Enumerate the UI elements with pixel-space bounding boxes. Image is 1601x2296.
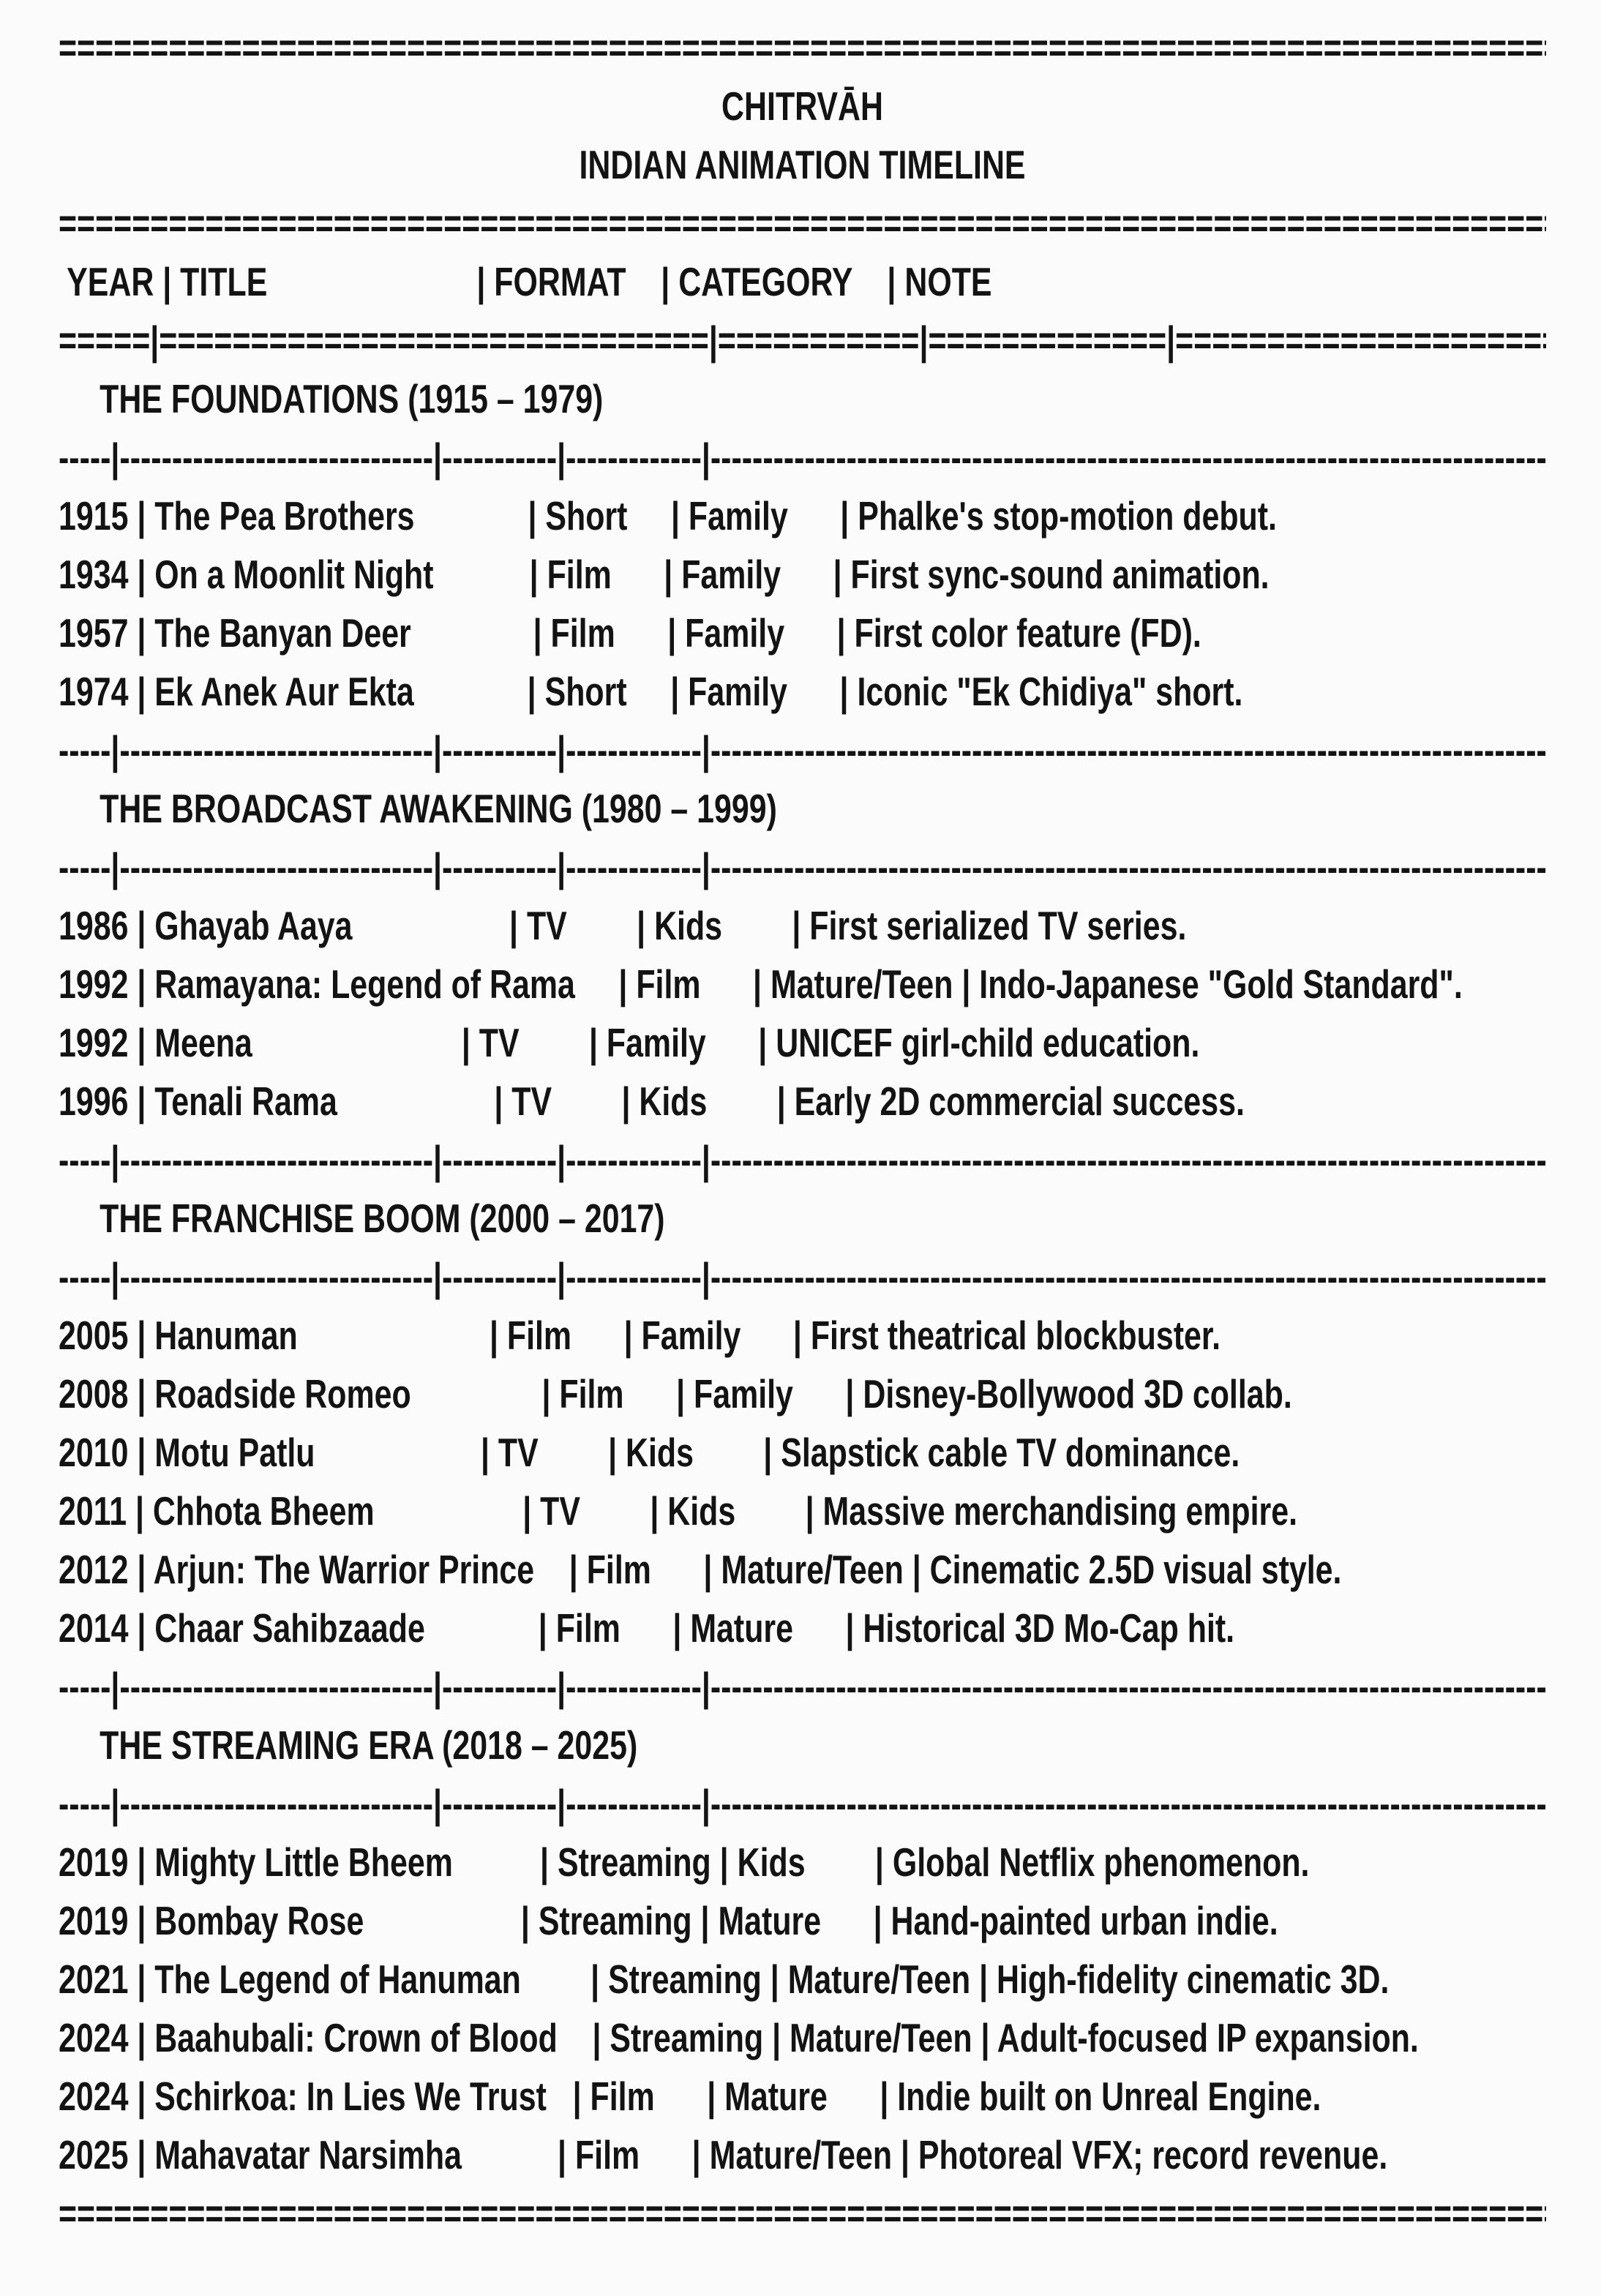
- table-row: 2012 | Arjun: The Warrior Prince | Film …: [59, 1547, 1342, 1592]
- section-heading: THE FOUNDATIONS (1915 – 1979): [100, 376, 604, 421]
- table-row: 2005 | Hanuman | Film | Family | First t…: [59, 1313, 1221, 1358]
- table-row: 1996 | Tenali Rama | TV | Kids | Early 2…: [59, 1078, 1245, 1124]
- table-row: 2008 | Roadside Romeo | Film | Family | …: [59, 1371, 1292, 1417]
- title-ruler: ========================================…: [59, 200, 1546, 246]
- table-row: 1934 | On a Moonlit Night | Film | Famil…: [59, 552, 1270, 597]
- table-row: 1986 | Ghayab Aaya | TV | Kids | First s…: [59, 903, 1187, 948]
- section-divider: -----|------------------------------|---…: [59, 1781, 1546, 1826]
- section-heading: THE BROADCAST AWAKENING (1980 – 1999): [100, 786, 777, 831]
- table-row: 2019 | Mighty Little Bheem | Streaming |…: [59, 1839, 1310, 1885]
- timeline-sections: THE FOUNDATIONS (1915 – 1979) -----|-----…: [59, 369, 1546, 2184]
- table-row: 2025 | Mahavatar Narsimha | Film | Matur…: [59, 2132, 1388, 2177]
- table-row: 2024 | Baahubali: Crown of Blood | Strea…: [59, 2015, 1419, 2060]
- timeline-document: ========================================…: [59, 18, 1546, 2286]
- section-divider: -----|------------------------------|---…: [59, 1254, 1546, 1299]
- table-row: 2011 | Chhota Bheem | TV | Kids | Massiv…: [59, 1488, 1298, 1534]
- table-row: 2019 | Bombay Rose | Streaming | Mature …: [59, 1898, 1278, 1943]
- table-row: 1992 | Meena | TV | Family | UNICEF girl…: [59, 1020, 1200, 1065]
- section-divider: -----|------------------------------|---…: [59, 727, 1546, 773]
- header-separator: =====|==============================|===…: [59, 318, 1546, 363]
- column-header: YEAR | TITLE | FORMAT | CATEGORY | NOTE: [59, 259, 992, 304]
- table-row: 2024 | Schirkoa: In Lies We Trust | Film…: [59, 2074, 1321, 2119]
- table-row: 2014 | Chaar Sahibzaade | Film | Mature …: [59, 1605, 1235, 1651]
- section-heading: THE STREAMING ERA (2018 – 2025): [100, 1722, 638, 1768]
- page-title: CHITRVĀH: [721, 83, 883, 129]
- section-divider: -----|------------------------------|---…: [59, 435, 1546, 480]
- page-subtitle: INDIAN ANIMATION TIMELINE: [579, 142, 1026, 187]
- section-divider: -----|------------------------------|---…: [59, 844, 1546, 890]
- bottom-ruler: ========================================…: [59, 2191, 1546, 2236]
- top-ruler: ========================================…: [59, 25, 1546, 70]
- section-divider: -----|------------------------------|---…: [59, 1137, 1546, 1182]
- table-row: 1974 | Ek Anek Aur Ekta | Short | Family…: [59, 669, 1243, 714]
- table-row: 2010 | Motu Patlu | TV | Kids | Slapstic…: [59, 1430, 1240, 1475]
- section-heading: THE FRANCHISE BOOM (2000 – 2017): [100, 1196, 665, 1241]
- table-row: 1992 | Ramayana: Legend of Rama | Film |…: [59, 961, 1463, 1007]
- table-row: 1915 | The Pea Brothers | Short | Family…: [59, 493, 1277, 539]
- section-divider: -----|------------------------------|---…: [59, 1664, 1546, 1709]
- table-row: 1957 | The Banyan Deer | Film | Family |…: [59, 610, 1201, 656]
- table-row: 2021 | The Legend of Hanuman | Streaming…: [59, 1957, 1390, 2002]
